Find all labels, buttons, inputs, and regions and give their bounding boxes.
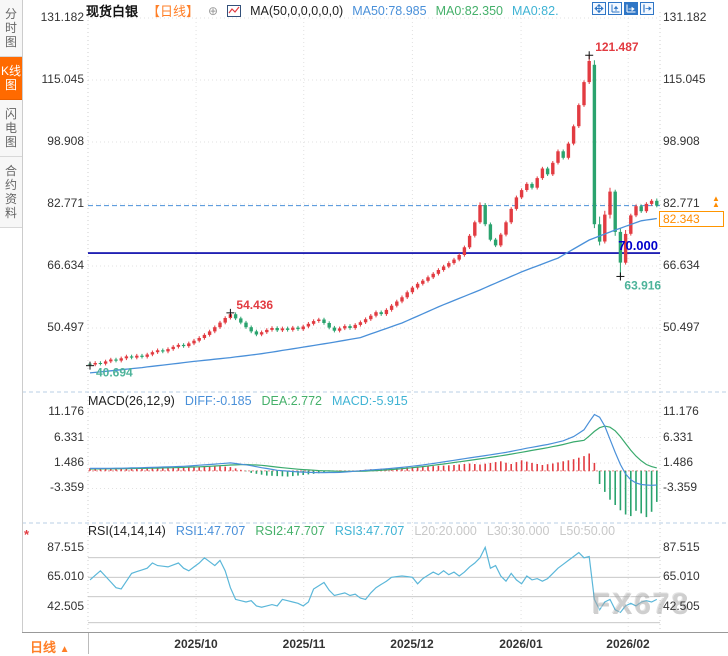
svg-text:54.436: 54.436 <box>236 298 273 312</box>
axis-label: -3.359 <box>663 480 698 495</box>
jump-to-latest-icon[interactable]: ▲ ▲ <box>712 194 720 209</box>
axis-label: 42.505 <box>47 598 84 613</box>
last-price-tag: 82.343 <box>659 211 724 227</box>
sidebar-item-flash[interactable]: 闪电图 <box>0 100 22 157</box>
axis-label: 66.634 <box>47 257 84 272</box>
axis-label: 131.182 <box>663 10 707 24</box>
axis-label: 115.045 <box>41 71 85 86</box>
axis-label: 65.010 <box>663 569 700 584</box>
rsi3-value: RSI3:47.707 <box>334 524 405 538</box>
divider <box>88 633 89 654</box>
axis-label: 115.045 <box>663 71 706 86</box>
indicator-flag-icon[interactable]: * <box>24 527 30 542</box>
date-label: 2025/11 <box>282 637 326 651</box>
symbol-name: 现货白银 <box>86 4 139 19</box>
axis-label: 6.331 <box>663 429 694 444</box>
rsi1-value: RSI1:47.707 <box>175 524 246 538</box>
ma-settings-label[interactable]: MA(50,0,0,0,0,0) <box>250 3 344 18</box>
svg-text:63.916: 63.916 <box>624 278 661 292</box>
sidebar-item-kline[interactable]: K线图 <box>0 57 22 100</box>
rsi-l20-value: L20:20.000 <box>414 524 477 538</box>
chart-toolbar <box>592 2 654 15</box>
axis-label: 98.908 <box>663 133 700 148</box>
axis-label: 6.331 <box>53 429 84 444</box>
date-label: 2025/12 <box>390 637 434 651</box>
macd-name[interactable]: MACD(26,12,9) <box>88 394 175 408</box>
ma0-value-cyan: MA0:82. <box>511 3 559 18</box>
date-label: 2025/10 <box>174 637 218 651</box>
macd-hist-value: MACD:-5.915 <box>332 394 408 408</box>
fx678-watermark: FX678 <box>592 588 691 621</box>
svg-text:121.487: 121.487 <box>595 40 639 54</box>
axis-label: 50.497 <box>663 319 700 334</box>
date-label: 2026/01 <box>499 637 543 651</box>
rsi-l30-value: L30:30.000 <box>486 524 550 538</box>
svg-text:40.694: 40.694 <box>96 366 133 380</box>
macd-dea-value: DEA:2.772 <box>261 394 322 408</box>
rsi-name[interactable]: RSI(14,14,14) <box>88 524 166 538</box>
axis-label: 50.497 <box>47 319 84 334</box>
exit-view-icon[interactable] <box>640 2 654 15</box>
date-label: 2026/02 <box>606 637 650 651</box>
ma0-value-green: MA0:82.350 <box>435 3 503 18</box>
axis-label: 1.486 <box>53 455 84 469</box>
rsi-l50-value: L50:50.00 <box>559 524 616 538</box>
zoom-vertical-icon[interactable] <box>608 2 622 15</box>
pan-icon[interactable] <box>592 2 606 15</box>
add-indicator-icon[interactable]: ⊕ <box>208 3 219 18</box>
axis-label: 131.182 <box>40 10 84 24</box>
sidebar: 分时图 K线图 闪电图 合约资料 <box>0 0 23 653</box>
time-axis-bar: 日线 ▲ 2025/10 2025/11 2025/12 2026/01 202… <box>22 632 728 655</box>
axis-label: 1.486 <box>663 455 694 469</box>
axis-label: 87.515 <box>47 540 84 554</box>
macd-header: MACD(26,12,9) DIFF:-0.185 DEA:2.772 MACD:-5… <box>88 394 418 408</box>
period-tag[interactable]: 【日线】 <box>147 4 200 19</box>
sidebar-item-contract-info[interactable]: 合约资料 <box>0 157 22 228</box>
period-selector[interactable]: 日线 ▲ <box>30 640 70 655</box>
rsi-header: RSI(14,14,14) RSI1:47.707 RSI2:47.707 RSI3:… <box>88 524 625 538</box>
axis-label: 42.505 <box>663 598 700 613</box>
kline-style-icon[interactable] <box>227 4 242 18</box>
chart-header: 现货白银 【日线】 ⊕ MA(50,0,0,0,0,0) MA50:78.985 MA0:… <box>86 1 568 20</box>
sidebar-item-timeshare[interactable]: 分时图 <box>0 0 22 57</box>
ma50-value: MA50:78.985 <box>352 3 427 18</box>
chevron-up-icon: ▲ <box>59 644 70 655</box>
support-price-label: 70.000 <box>618 238 658 253</box>
rsi2-value: RSI2:47.707 <box>255 524 325 538</box>
axis-label: 11.176 <box>48 404 84 419</box>
axis-label: 65.010 <box>47 569 84 584</box>
axis-label: 82.771 <box>663 195 700 210</box>
axis-label: 87.515 <box>663 540 700 554</box>
macd-diff-value: DIFF:-0.185 <box>184 394 252 408</box>
axis-label: 82.771 <box>47 195 84 210</box>
axis-label: 66.634 <box>663 257 700 272</box>
zoom-horizontal-icon[interactable] <box>624 2 638 15</box>
axis-label: -3.359 <box>49 480 84 495</box>
axis-label: 11.176 <box>663 404 699 419</box>
axis-label: 98.908 <box>47 133 84 148</box>
